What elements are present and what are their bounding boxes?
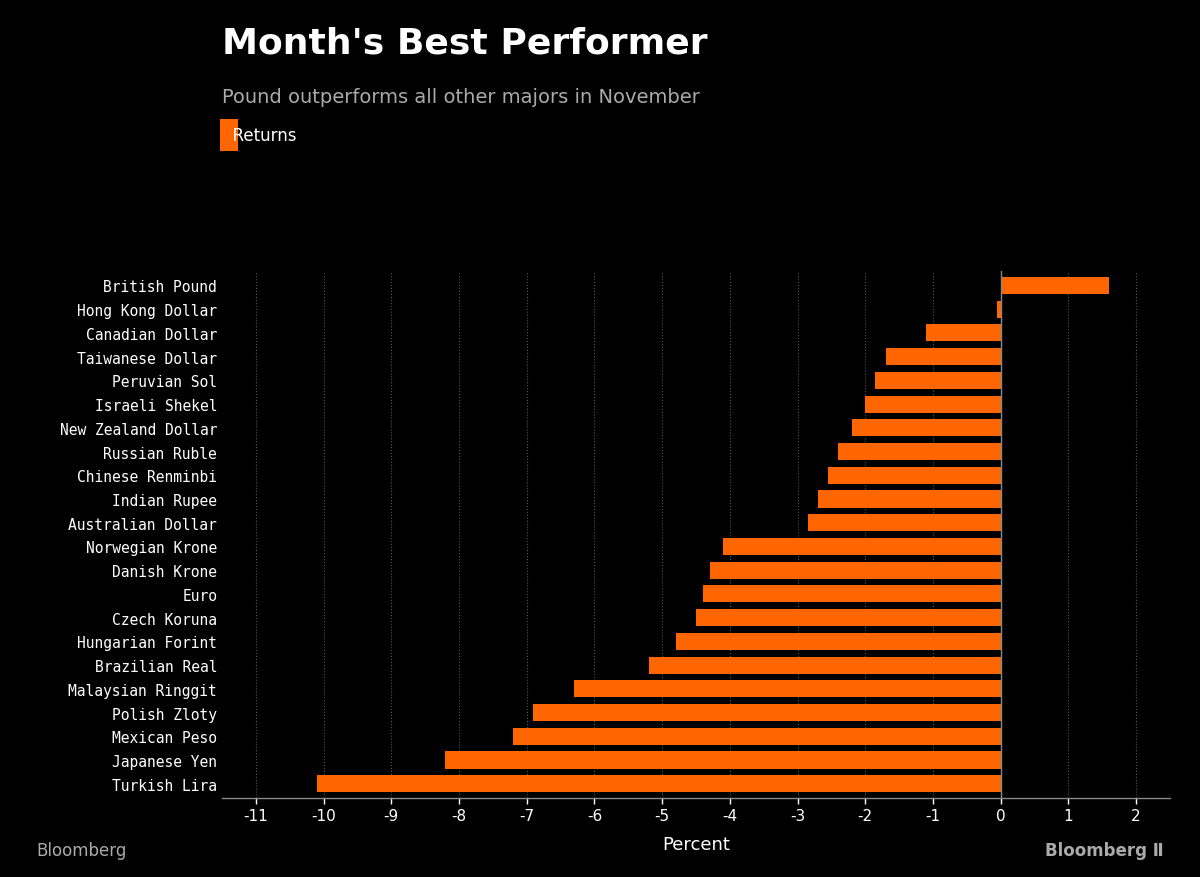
Bar: [445, 752, 1001, 768]
Bar: [886, 349, 1001, 366]
Bar: [876, 373, 1001, 389]
Bar: [709, 562, 1001, 579]
Bar: [696, 610, 1001, 626]
Bar: [317, 775, 1001, 793]
Bar: [852, 420, 1001, 437]
Bar: [838, 444, 1001, 460]
Bar: [648, 657, 1001, 674]
Text: Returns: Returns: [222, 127, 296, 145]
Bar: [828, 467, 1001, 484]
Bar: [865, 396, 1001, 413]
Text: Bloomberg: Bloomberg: [36, 841, 126, 859]
Bar: [574, 681, 1001, 697]
Bar: [808, 515, 1001, 531]
Text: Month's Best Performer: Month's Best Performer: [222, 26, 708, 61]
Text: Pound outperforms all other majors in November: Pound outperforms all other majors in No…: [222, 88, 700, 107]
Bar: [703, 586, 1001, 602]
Bar: [926, 325, 1001, 342]
Bar: [534, 704, 1001, 721]
Bar: [818, 491, 1001, 508]
Bar: [514, 728, 1001, 745]
Text: Bloomberg Ⅱ: Bloomberg Ⅱ: [1045, 841, 1164, 859]
Bar: [1001, 277, 1109, 295]
Bar: [676, 633, 1001, 650]
Bar: [997, 302, 1001, 318]
Bar: [724, 538, 1001, 555]
X-axis label: Percent: Percent: [662, 835, 730, 852]
